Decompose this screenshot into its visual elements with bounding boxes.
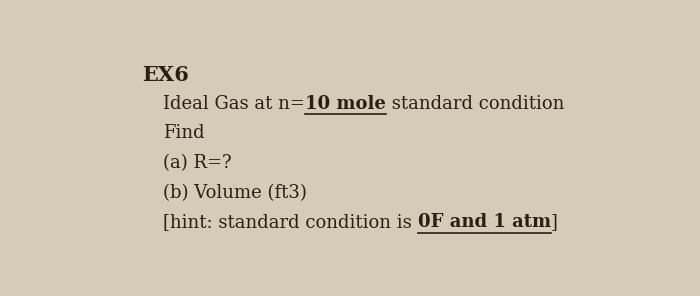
Text: Find: Find [164, 124, 205, 142]
Text: EX6: EX6 [141, 65, 188, 85]
Text: ]: ] [551, 213, 558, 231]
Text: 0F and 1 atm: 0F and 1 atm [418, 213, 551, 231]
Text: standard condition: standard condition [386, 95, 565, 113]
Text: (a) R=?: (a) R=? [164, 154, 232, 172]
Text: Ideal Gas at n=: Ideal Gas at n= [164, 95, 305, 113]
Text: (b) Volume (ft3): (b) Volume (ft3) [164, 184, 307, 202]
Text: 10 mole: 10 mole [305, 95, 386, 113]
Text: [hint: standard condition is: [hint: standard condition is [164, 213, 418, 231]
